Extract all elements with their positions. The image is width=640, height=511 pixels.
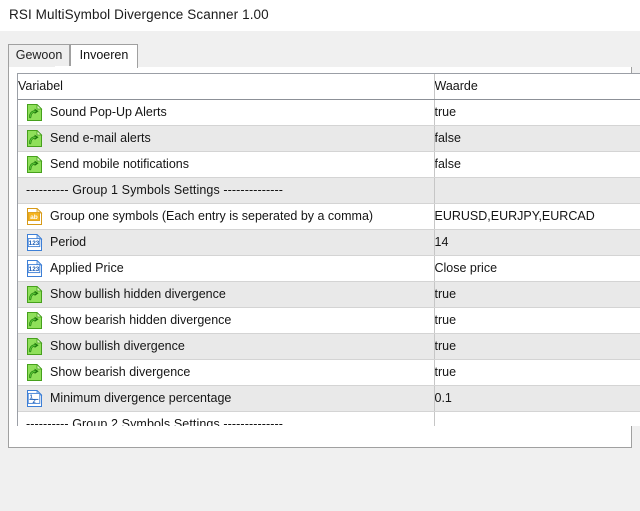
tab-gewoon[interactable]: Gewoon — [8, 44, 70, 67]
variable-cell-inner: ab Group one symbols (Each entry is sepe… — [18, 204, 434, 229]
variable-label: Sound Pop-Up Alerts — [50, 105, 167, 119]
value-cell[interactable] — [433, 177, 640, 204]
column-header-value[interactable]: Waarde — [433, 74, 640, 100]
input-integer-icon: 123 — [26, 233, 43, 251]
dialog-body: Gewoon Invoeren Variabel Waarde Sound — [0, 31, 640, 511]
table-row[interactable]: 1 2 Minimum divergence percentage 0.1 — [18, 385, 640, 412]
input-bool-icon — [26, 155, 43, 173]
variable-label: Show bullish hidden divergence — [50, 287, 226, 301]
variable-cell-inner: Show bearish divergence — [18, 360, 434, 385]
variable-cell[interactable]: 123 Period — [18, 229, 434, 256]
variable-label: Show bullish divergence — [50, 339, 185, 353]
active-tab-notch — [55, 66, 121, 69]
svg-text:123: 123 — [29, 266, 40, 273]
value-cell[interactable]: false — [433, 151, 640, 178]
input-double-icon: 1 2 — [26, 389, 43, 407]
tab-invoeren[interactable]: Invoeren — [70, 44, 138, 68]
variable-cell[interactable]: ---------- Group 2 Symbols Settings ----… — [18, 411, 434, 426]
variable-cell[interactable]: 1 2 Minimum divergence percentage — [18, 385, 434, 412]
value-cell[interactable]: true — [433, 281, 640, 308]
table-row[interactable]: ab Group one symbols (Each entry is sepe… — [18, 203, 640, 230]
variable-cell-inner: Show bullish divergence — [18, 334, 434, 359]
variable-label: Applied Price — [50, 261, 124, 275]
variable-cell-inner: Send mobile notifications — [18, 152, 434, 177]
input-string-icon: ab — [26, 207, 43, 225]
variable-cell[interactable]: Show bearish hidden divergence — [18, 307, 434, 334]
variable-cell-inner: Show bearish hidden divergence — [18, 308, 434, 333]
variable-label: Show bearish hidden divergence — [50, 313, 232, 327]
parameter-table: Variabel Waarde Sound Pop-Up Alerts true … — [18, 74, 640, 426]
value-cell[interactable] — [433, 411, 640, 426]
table-header-row: Variabel Waarde — [18, 74, 640, 100]
table-row[interactable]: 123 Period 14 — [18, 229, 640, 256]
variable-cell[interactable]: ab Group one symbols (Each entry is sepe… — [18, 203, 434, 230]
parameter-grid[interactable]: Variabel Waarde Sound Pop-Up Alerts true … — [17, 73, 640, 426]
value-cell[interactable]: true — [433, 99, 640, 126]
variable-label: Send e-mail alerts — [50, 131, 151, 145]
value-cell[interactable]: 14 — [433, 229, 640, 256]
variable-cell-inner: Sound Pop-Up Alerts — [18, 100, 434, 125]
table-row[interactable]: Show bearish divergence true — [18, 359, 640, 386]
variable-cell-inner: Show bullish hidden divergence — [18, 282, 434, 307]
value-cell[interactable]: Close price — [433, 255, 640, 282]
value-cell[interactable]: false — [433, 125, 640, 152]
table-row[interactable]: Sound Pop-Up Alerts true — [18, 99, 640, 126]
input-bool-icon — [26, 363, 43, 381]
variable-cell-inner: 123 Period — [18, 230, 434, 255]
variable-label: Minimum divergence percentage — [50, 391, 232, 405]
variable-cell[interactable]: Show bullish divergence — [18, 333, 434, 360]
input-integer-icon: 123 — [26, 259, 43, 277]
input-bool-icon — [26, 103, 43, 121]
table-row[interactable]: Send mobile notifications false — [18, 151, 640, 178]
variable-cell-inner: 1 2 Minimum divergence percentage — [18, 386, 434, 411]
parameter-table-body: Sound Pop-Up Alerts true Send e-mail aler… — [18, 99, 640, 426]
variable-cell[interactable]: Show bullish hidden divergence — [18, 281, 434, 308]
variable-cell-inner: ---------- Group 1 Symbols Settings ----… — [18, 178, 434, 203]
table-row[interactable]: Send e-mail alerts false — [18, 125, 640, 152]
variable-cell-inner: ---------- Group 2 Symbols Settings ----… — [18, 412, 434, 426]
variable-label: ---------- Group 1 Symbols Settings ----… — [26, 183, 284, 197]
table-row[interactable]: Show bullish hidden divergence true — [18, 281, 640, 308]
svg-text:123: 123 — [29, 240, 40, 247]
value-cell[interactable]: EURUSD,EURJPY,EURCAD — [433, 203, 640, 230]
svg-text:1: 1 — [30, 394, 33, 400]
separator-row[interactable]: ---------- Group 1 Symbols Settings ----… — [18, 177, 640, 204]
variable-cell-inner: Send e-mail alerts — [18, 126, 434, 151]
table-row[interactable]: Show bearish hidden divergence true — [18, 307, 640, 334]
table-row[interactable]: 123 Applied Price Close price — [18, 255, 640, 282]
input-bool-icon — [26, 285, 43, 303]
variable-cell[interactable]: Send mobile notifications — [18, 151, 434, 178]
variable-cell[interactable]: ---------- Group 1 Symbols Settings ----… — [18, 177, 434, 204]
variable-cell[interactable]: Show bearish divergence — [18, 359, 434, 386]
variable-label: ---------- Group 2 Symbols Settings ----… — [26, 417, 284, 426]
variable-cell-inner: 123 Applied Price — [18, 256, 434, 281]
table-row[interactable]: Show bullish divergence true — [18, 333, 640, 360]
value-cell[interactable]: true — [433, 307, 640, 334]
value-cell[interactable]: 0.1 — [433, 385, 640, 412]
variable-label: Group one symbols (Each entry is seperat… — [50, 209, 374, 223]
input-bool-icon — [26, 311, 43, 329]
tab-strip: Gewoon Invoeren — [8, 44, 634, 68]
svg-text:ab: ab — [30, 214, 38, 221]
variable-label: Send mobile notifications — [50, 157, 189, 171]
separator-row[interactable]: ---------- Group 2 Symbols Settings ----… — [18, 411, 640, 426]
variable-cell[interactable]: Send e-mail alerts — [18, 125, 434, 152]
variable-label: Show bearish divergence — [50, 365, 191, 379]
parameter-table-head: Variabel Waarde — [18, 74, 640, 100]
column-header-variable[interactable]: Variabel — [18, 74, 434, 100]
variable-label: Period — [50, 235, 87, 249]
window-titlebar: RSI MultiSymbol Divergence Scanner 1.00 — [0, 0, 640, 31]
svg-text:2: 2 — [32, 399, 35, 405]
value-cell[interactable]: true — [433, 333, 640, 360]
input-bool-icon — [26, 129, 43, 147]
window-title: RSI MultiSymbol Divergence Scanner 1.00 — [9, 7, 269, 22]
value-cell[interactable]: true — [433, 359, 640, 386]
variable-cell[interactable]: Sound Pop-Up Alerts — [18, 99, 434, 126]
input-bool-icon — [26, 337, 43, 355]
variable-cell[interactable]: 123 Applied Price — [18, 255, 434, 282]
